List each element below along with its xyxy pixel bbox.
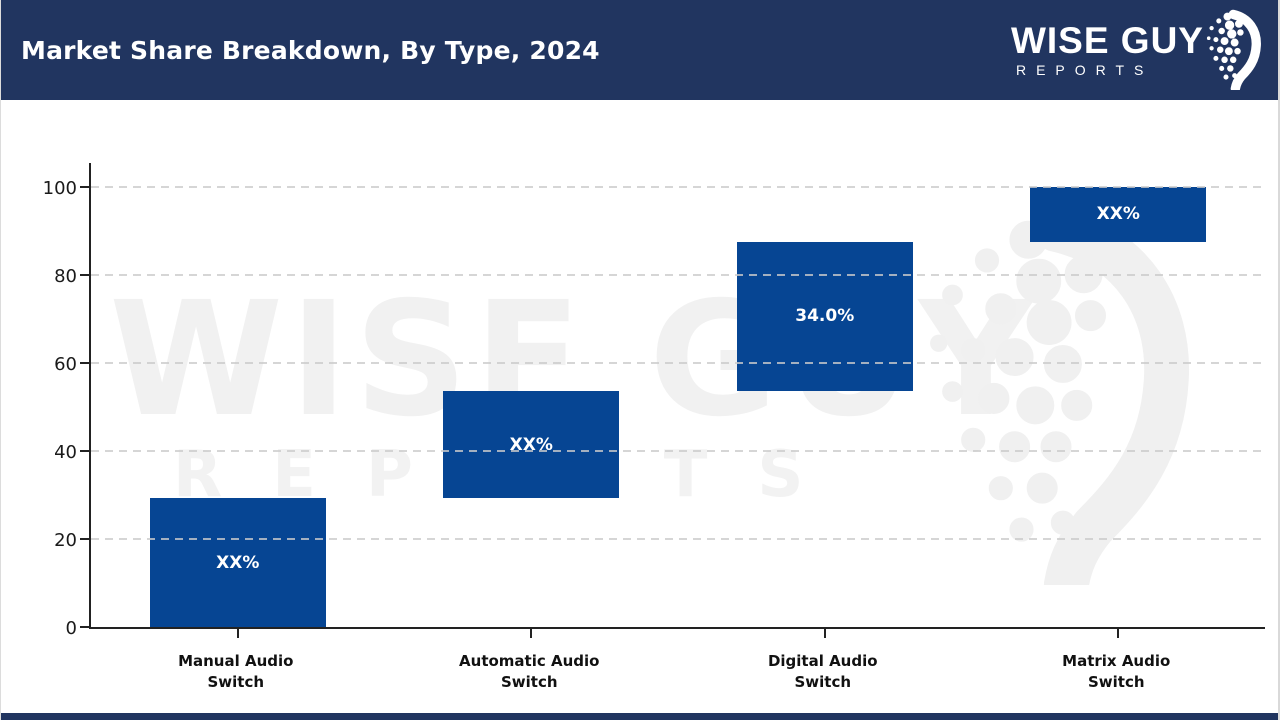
x-tick-mark: [236, 629, 239, 638]
plot-area: XX% XX% 34.0% XX%: [80, 163, 1265, 638]
gridline: [91, 450, 1265, 452]
y-tick-label: 40: [54, 442, 77, 463]
wiseguy-logo: WISE GUY REPORTS: [1011, 10, 1262, 90]
wiseguy-head-icon: [1190, 8, 1262, 90]
gridline: [91, 362, 1265, 364]
bar-value-label: XX%: [1096, 204, 1140, 225]
y-tick-mark: [80, 274, 89, 276]
page-title: Market Share Breakdown, By Type, 2024: [21, 35, 600, 65]
logo-subtitle: REPORTS: [1015, 62, 1154, 78]
logo-wordmark: WISE GUY: [1010, 20, 1204, 61]
header-band: Market Share Breakdown, By Type, 2024 WI…: [1, 0, 1278, 100]
x-category-label: Manual Audio Switch: [178, 652, 294, 691]
y-tick-mark: [80, 450, 89, 452]
chart-canvas: WISE GUY REPORTS XX%XX%34.0%XX% 02040608…: [1, 100, 1278, 713]
y-tick-mark: [80, 626, 89, 628]
gridline: [91, 186, 1265, 188]
footer-band: [1, 713, 1278, 720]
x-category-label: Digital Audio Switch: [767, 652, 878, 691]
bar-segment: XX%: [149, 498, 326, 627]
bar-segment: XX%: [1030, 187, 1207, 242]
y-tick-label: 0: [65, 618, 77, 639]
y-tick-label: 80: [54, 266, 77, 287]
y-tick-mark: [80, 362, 89, 364]
x-tick-mark: [1117, 629, 1120, 638]
y-tick-mark: [80, 538, 89, 540]
bar-value-label: XX%: [509, 434, 553, 455]
y-tick-label: 20: [54, 530, 77, 551]
x-category-label: Automatic Audio Switch: [459, 652, 600, 691]
bar-value-label: 34.0%: [795, 306, 855, 327]
bar-value-label: XX%: [216, 552, 260, 573]
x-axis: Manual Audio Switch Automatic Audio Switc…: [89, 639, 1263, 703]
x-category-label: Matrix Audio Switch: [1062, 652, 1171, 691]
y-axis: 0 20 40 60 80 100: [1, 163, 77, 639]
x-tick-mark: [823, 629, 826, 638]
gridline: [91, 274, 1265, 276]
bar-segment: 34.0%: [736, 241, 913, 392]
wiseguy-logo-text: WISE GUY REPORTS: [1011, 22, 1204, 78]
y-tick-mark: [80, 186, 89, 188]
x-tick-mark: [530, 629, 533, 638]
y-tick-label: 60: [54, 354, 77, 375]
bar-segment: XX%: [443, 391, 620, 499]
gridline: [91, 538, 1265, 540]
y-tick-label: 100: [42, 178, 77, 199]
